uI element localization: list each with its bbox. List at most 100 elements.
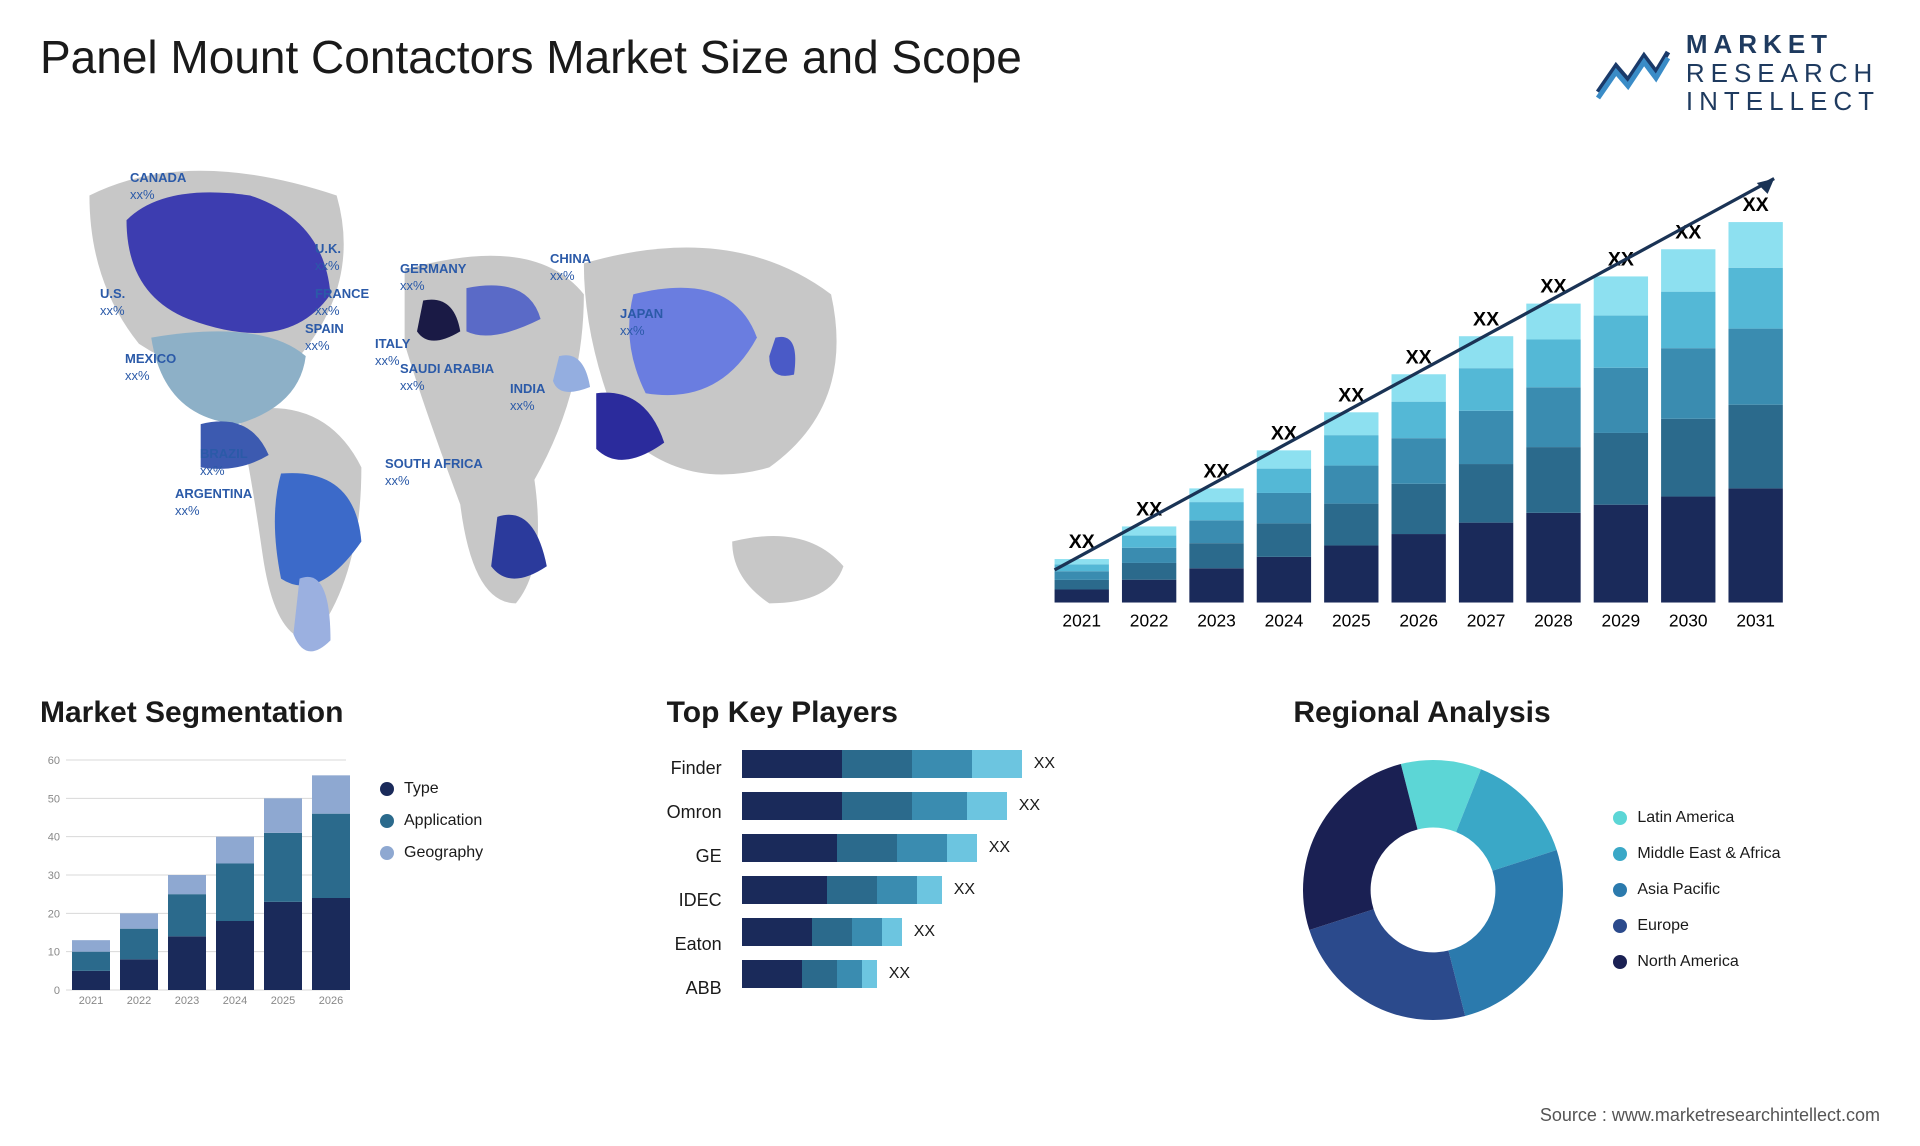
svg-text:2025: 2025 xyxy=(271,995,295,1007)
legend-dot xyxy=(380,846,394,860)
svg-text:2031: 2031 xyxy=(1736,610,1775,630)
map-label: MEXICOxx% xyxy=(125,351,176,385)
legend-item: Geography xyxy=(380,844,483,862)
logo-line1: MARKET xyxy=(1686,30,1880,59)
svg-text:XX: XX xyxy=(1203,460,1229,482)
svg-text:0: 0 xyxy=(54,985,60,997)
player-value: XX xyxy=(889,965,910,983)
player-name: Omron xyxy=(667,798,722,826)
svg-text:10: 10 xyxy=(48,946,60,958)
legend-item: Middle East & Africa xyxy=(1613,845,1780,863)
logo-line2: RESEARCH xyxy=(1686,59,1880,88)
map-label: U.S.xx% xyxy=(100,286,125,320)
svg-text:XX: XX xyxy=(1743,194,1769,216)
player-bar-segment xyxy=(742,750,842,778)
players-panel: Top Key Players Finder Omron GE IDEC Eaton AB… xyxy=(667,696,1254,1030)
map-label: BRAZILxx% xyxy=(200,446,248,480)
player-bar-segment xyxy=(947,834,977,862)
player-bar-segment xyxy=(742,834,837,862)
legend-label: North America xyxy=(1637,953,1738,971)
segmentation-chart: 0102030405060202120222023202420252026 xyxy=(40,750,350,1010)
player-name: GE xyxy=(696,842,722,870)
svg-text:2030: 2030 xyxy=(1669,610,1708,630)
legend-label: Application xyxy=(404,812,482,830)
players-bars: XXXXXXXXXXXX xyxy=(742,750,1254,1002)
player-bar-segment xyxy=(972,750,1022,778)
player-bar-segment xyxy=(842,792,912,820)
player-bar-row: XX xyxy=(742,792,1254,820)
legend-dot xyxy=(1613,955,1627,969)
player-name: Finder xyxy=(671,754,722,782)
player-bar-segment xyxy=(912,750,972,778)
svg-text:2022: 2022 xyxy=(127,995,151,1007)
player-bar-segment xyxy=(877,876,917,904)
logo-line3: INTELLECT xyxy=(1686,87,1880,116)
regional-legend: Latin America Middle East & Africa Asia Pa… xyxy=(1613,809,1780,971)
svg-text:60: 60 xyxy=(48,755,60,767)
player-bar-segment xyxy=(852,918,882,946)
map-label: CHINAxx% xyxy=(550,251,591,285)
growth-bar-chart: XX2021XX2022XX2023XX2024XX2025XX2026XX20… xyxy=(990,146,1880,646)
map-label: SPAINxx% xyxy=(305,321,344,355)
legend-item: Type xyxy=(380,780,483,798)
player-bar-segment xyxy=(862,960,877,988)
player-name: Eaton xyxy=(675,930,722,958)
player-name: ABB xyxy=(686,974,722,1002)
player-bar xyxy=(742,918,902,946)
world-map: CANADAxx% U.S.xx% MEXICOxx% BRAZILxx% ARGENT… xyxy=(40,146,930,646)
player-name: IDEC xyxy=(679,886,722,914)
map-label: U.K.xx% xyxy=(315,241,341,275)
segmentation-title: Market Segmentation xyxy=(40,696,627,730)
legend-label: Latin America xyxy=(1637,809,1734,827)
player-bar-segment xyxy=(742,792,842,820)
legend-item: Latin America xyxy=(1613,809,1780,827)
svg-text:50: 50 xyxy=(48,793,60,805)
svg-text:2024: 2024 xyxy=(223,995,247,1007)
legend-label: Geography xyxy=(404,844,483,862)
svg-text:2027: 2027 xyxy=(1467,610,1506,630)
player-bar-segment xyxy=(827,876,877,904)
map-label: GERMANYxx% xyxy=(400,261,466,295)
legend-label: Asia Pacific xyxy=(1637,881,1720,899)
player-bar-segment xyxy=(967,792,1007,820)
legend-dot xyxy=(1613,919,1627,933)
player-bar-segment xyxy=(897,834,947,862)
svg-text:XX: XX xyxy=(1473,308,1499,330)
player-bar-segment xyxy=(802,960,837,988)
player-bar-row: XX xyxy=(742,876,1254,904)
player-bar-segment xyxy=(837,960,862,988)
svg-text:40: 40 xyxy=(48,831,60,843)
player-bar xyxy=(742,750,1022,778)
svg-text:2025: 2025 xyxy=(1332,610,1371,630)
legend-label: Europe xyxy=(1637,917,1689,935)
player-bar-segment xyxy=(742,876,827,904)
map-label: CANADAxx% xyxy=(130,170,186,204)
svg-text:2023: 2023 xyxy=(1197,610,1236,630)
legend-dot xyxy=(380,782,394,796)
legend-item: North America xyxy=(1613,953,1780,971)
legend-item: Asia Pacific xyxy=(1613,881,1780,899)
legend-dot xyxy=(1613,847,1627,861)
logo-icon xyxy=(1594,44,1672,102)
svg-text:2023: 2023 xyxy=(175,995,199,1007)
svg-text:2026: 2026 xyxy=(319,995,343,1007)
legend-label: Middle East & Africa xyxy=(1637,845,1780,863)
players-title: Top Key Players xyxy=(667,696,1254,730)
player-value: XX xyxy=(1034,755,1055,773)
legend-dot xyxy=(1613,883,1627,897)
svg-text:2026: 2026 xyxy=(1399,610,1438,630)
player-bar-segment xyxy=(742,918,812,946)
player-bar-row: XX xyxy=(742,750,1254,778)
regional-title: Regional Analysis xyxy=(1293,696,1880,730)
player-bar-segment xyxy=(742,960,802,988)
player-bar-segment xyxy=(882,918,902,946)
svg-text:2024: 2024 xyxy=(1265,610,1304,630)
map-label: ARGENTINAxx% xyxy=(175,486,252,520)
svg-text:2021: 2021 xyxy=(1062,610,1101,630)
legend-label: Type xyxy=(404,780,439,798)
map-label: SAUDI ARABIAxx% xyxy=(400,361,494,395)
source-text: Source : www.marketresearchintellect.com xyxy=(1540,1105,1880,1126)
segmentation-legend: Type Application Geography xyxy=(380,780,483,862)
player-bar-row: XX xyxy=(742,918,1254,946)
svg-text:20: 20 xyxy=(48,908,60,920)
